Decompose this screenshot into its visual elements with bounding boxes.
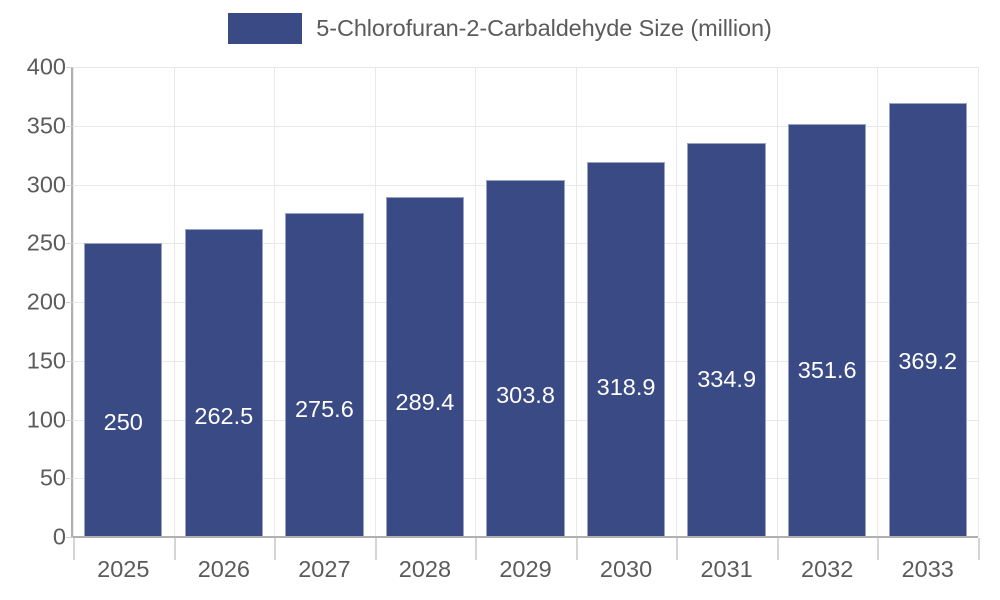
gridline-vertical <box>978 67 979 537</box>
y-tick-label-100: 100 <box>26 406 66 432</box>
x-tick-mark <box>475 538 477 560</box>
gridline-vertical <box>676 67 677 537</box>
bar-2033[interactable] <box>888 103 967 537</box>
x-tick-mark <box>676 538 678 560</box>
legend-swatch-series-1 <box>228 12 303 44</box>
x-tick-mark <box>174 538 176 560</box>
x-tick-label-2025: 2025 <box>97 556 150 582</box>
x-tick-mark <box>73 538 75 560</box>
y-tick-mark-350 <box>66 125 73 127</box>
bar-value-label-2026: 262.5 <box>194 402 254 429</box>
chart-legend: 5-Chlorofuran-2-Carbaldehyde Size (milli… <box>0 0 1000 56</box>
bar-2031[interactable] <box>687 143 766 537</box>
gridline-vertical <box>375 67 376 537</box>
x-tick-label-2028: 2028 <box>398 556 452 582</box>
bar-2032[interactable] <box>787 123 867 537</box>
x-tick-label-2027: 2027 <box>298 556 351 582</box>
bar-2028[interactable] <box>385 196 465 537</box>
x-tick-label-2031: 2031 <box>700 556 753 582</box>
x-tick-label-2030: 2030 <box>599 556 653 582</box>
legend-label-series-1: 5-Chlorofuran-2-Carbaldehyde Size (milli… <box>316 14 772 41</box>
gridline-vertical <box>877 67 878 537</box>
y-tick-label-300: 300 <box>26 171 66 197</box>
y-tick-label-150: 150 <box>26 347 66 374</box>
bar-2025[interactable] <box>84 243 163 537</box>
bar-value-label-2030: 318.9 <box>596 374 656 400</box>
bar-2030[interactable] <box>586 162 666 537</box>
bar-2026[interactable] <box>184 228 264 537</box>
x-tick-mark <box>877 538 879 560</box>
x-tick-label-2033: 2033 <box>901 556 954 582</box>
y-tick-mark-150 <box>66 360 73 362</box>
y-tick-mark-250 <box>66 243 73 245</box>
gridline-vertical <box>174 67 175 537</box>
x-tick-label-2026: 2026 <box>197 556 250 582</box>
y-tick-mark-0 <box>66 537 73 538</box>
x-tick-mark <box>978 538 980 560</box>
gridline-vertical <box>777 67 778 537</box>
x-tick-label-2029: 2029 <box>499 556 552 582</box>
x-tick-label-2032: 2032 <box>801 556 854 582</box>
gridline-vertical <box>274 67 275 537</box>
gridline-vertical <box>576 67 577 537</box>
x-tick-mark <box>375 538 377 560</box>
y-tick-label-0: 0 <box>52 523 66 550</box>
y-tick-mark-200 <box>66 302 73 303</box>
y-tick-label-50: 50 <box>39 464 66 491</box>
y-tick-mark-100 <box>66 419 73 421</box>
bar-2029[interactable] <box>486 180 565 537</box>
bar-value-label-2028: 289.4 <box>395 389 455 416</box>
y-tick-mark-50 <box>66 478 73 480</box>
x-tick-mark <box>777 538 779 560</box>
x-tick-mark <box>274 538 276 560</box>
plot-area: 250 262.5 275.6 289.4 303.8 318.9 334.9 351.6 36… <box>73 67 979 538</box>
bar-value-label-2032: 351.6 <box>797 357 857 384</box>
y-tick-label-200: 200 <box>26 288 66 315</box>
y-tick-label-350: 350 <box>26 112 66 139</box>
bar-value-label-2025: 250 <box>103 409 143 436</box>
x-tick-mark <box>576 538 578 560</box>
bar-value-label-2031: 334.9 <box>697 365 757 392</box>
bar-value-label-2029: 303.8 <box>496 381 555 408</box>
bar-2027[interactable] <box>285 213 364 537</box>
y-tick-mark-400 <box>66 67 73 68</box>
y-tick-mark-300 <box>66 184 73 186</box>
bar-value-label-2027: 275.6 <box>294 396 354 423</box>
gridline-vertical <box>73 67 74 537</box>
gridline-horizontal <box>73 125 978 127</box>
y-tick-label-400: 400 <box>26 53 66 80</box>
y-tick-label-250: 250 <box>26 229 66 256</box>
x-axis-spine <box>71 536 978 538</box>
gridline-horizontal <box>73 67 978 68</box>
gridline-vertical <box>475 67 476 537</box>
bar-value-label-2033: 369.2 <box>898 348 958 375</box>
